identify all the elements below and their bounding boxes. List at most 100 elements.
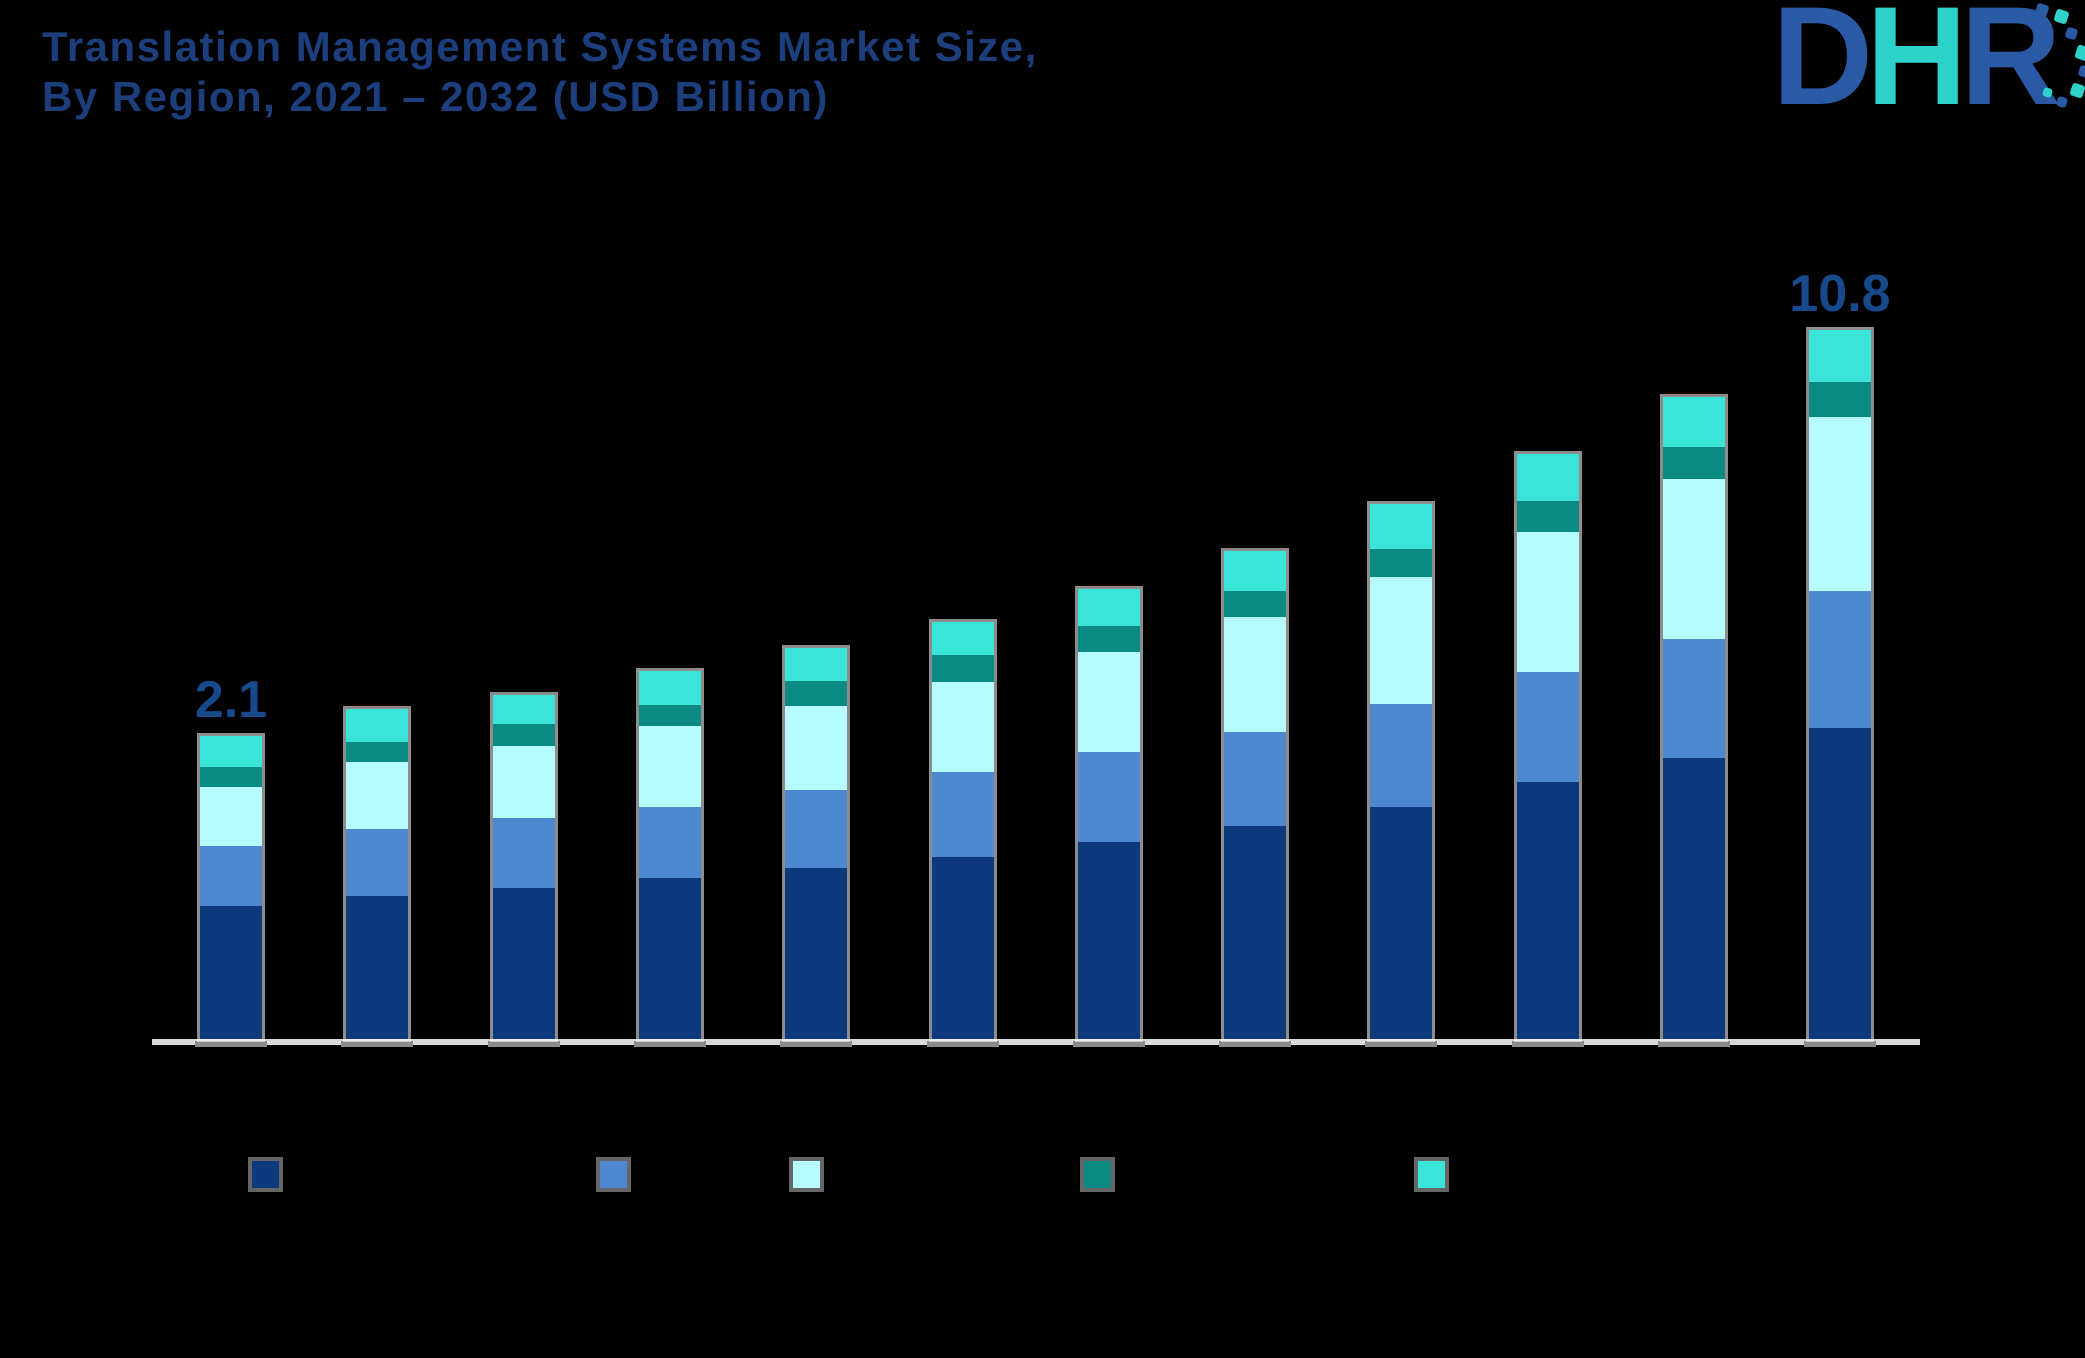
segment-region-3-pale-cyan bbox=[932, 682, 994, 772]
segment-region-2-blue bbox=[1224, 732, 1286, 826]
segment-region-2-blue bbox=[1078, 752, 1140, 842]
segment-region-5-turquoise bbox=[1809, 330, 1871, 382]
segment-region-2-blue bbox=[639, 807, 701, 878]
stacked-bar-2031 bbox=[1663, 397, 1725, 1039]
segment-region-1-navy bbox=[493, 888, 555, 1039]
stacked-bar-2029 bbox=[1370, 504, 1432, 1039]
segment-region-5-turquoise bbox=[1370, 504, 1432, 549]
segment-region-1-navy bbox=[639, 878, 701, 1039]
segment-region-3-pale-cyan bbox=[1224, 617, 1286, 732]
segment-region-3-pale-cyan bbox=[493, 746, 555, 818]
bar-shadow-underline bbox=[1512, 1041, 1584, 1047]
segment-region-2-blue bbox=[200, 846, 262, 906]
stacked-bar-2028 bbox=[1224, 551, 1286, 1039]
segment-region-5-turquoise bbox=[346, 709, 408, 742]
chart-title-line2: By Region, 2021 – 2032 (USD Billion) bbox=[42, 73, 829, 120]
legend-swatch-region-1-navy bbox=[252, 1161, 279, 1188]
segment-region-4-teal bbox=[932, 655, 994, 682]
segment-region-3-pale-cyan bbox=[200, 787, 262, 846]
segment-region-4-teal bbox=[1370, 549, 1432, 577]
bar-shadow-underline bbox=[1073, 1041, 1145, 1047]
stacked-bar-2030 bbox=[1517, 454, 1579, 1039]
segment-region-3-pale-cyan bbox=[785, 706, 847, 790]
segment-region-4-teal bbox=[1663, 447, 1725, 479]
stacked-bar-2023 bbox=[493, 695, 555, 1039]
bar-shadow-underline bbox=[341, 1041, 413, 1047]
segment-region-1-navy bbox=[200, 906, 262, 1039]
segment-region-4-teal bbox=[1224, 591, 1286, 617]
stacked-bar-2027 bbox=[1078, 589, 1140, 1039]
segment-region-5-turquoise bbox=[639, 671, 701, 705]
bar-shadow-underline bbox=[1365, 1041, 1437, 1047]
segment-region-3-pale-cyan bbox=[1809, 417, 1871, 591]
bar-shadow-underline bbox=[927, 1041, 999, 1047]
segment-region-3-pale-cyan bbox=[1517, 532, 1579, 672]
legend-swatch-region-3-pale-cyan bbox=[793, 1161, 820, 1188]
stacked-bar-2032 bbox=[1809, 330, 1871, 1039]
legend-swatch-region-2-blue bbox=[600, 1161, 627, 1188]
segment-region-5-turquoise bbox=[200, 736, 262, 767]
segment-region-1-navy bbox=[1224, 826, 1286, 1039]
segment-region-1-navy bbox=[785, 868, 847, 1039]
segment-region-3-pale-cyan bbox=[346, 762, 408, 829]
segment-region-5-turquoise bbox=[1078, 589, 1140, 626]
stacked-bar-2026 bbox=[932, 622, 994, 1039]
segment-region-4-teal bbox=[200, 767, 262, 787]
segment-region-5-turquoise bbox=[1517, 454, 1579, 501]
stacked-bar-2021 bbox=[200, 736, 262, 1039]
logo-letter-1: H bbox=[1866, 0, 1967, 134]
segment-region-4-teal bbox=[639, 705, 701, 726]
segment-region-2-blue bbox=[493, 818, 555, 888]
segment-region-1-navy bbox=[1663, 758, 1725, 1039]
value-label-2032: 10.8 bbox=[1789, 265, 1891, 323]
logo-letter-0: D bbox=[1772, 0, 1873, 134]
segment-region-2-blue bbox=[932, 772, 994, 857]
segment-region-1-navy bbox=[1370, 807, 1432, 1039]
chart-title: Translation Management Systems Market Si… bbox=[42, 22, 1038, 122]
bar-shadow-underline bbox=[1804, 1041, 1876, 1047]
segment-region-2-blue bbox=[785, 790, 847, 868]
segment-region-3-pale-cyan bbox=[639, 726, 701, 807]
stacked-bar-2022 bbox=[346, 709, 408, 1039]
stacked-bar-2025 bbox=[785, 648, 847, 1039]
segment-region-3-pale-cyan bbox=[1078, 652, 1140, 752]
bar-shadow-underline bbox=[488, 1041, 560, 1047]
bar-shadow-underline bbox=[1658, 1041, 1730, 1047]
segment-region-1-navy bbox=[932, 857, 994, 1039]
segment-region-4-teal bbox=[1078, 626, 1140, 652]
segment-region-2-blue bbox=[346, 829, 408, 896]
segment-region-3-pale-cyan bbox=[1370, 577, 1432, 704]
legend-swatch-region-4-teal bbox=[1084, 1161, 1111, 1188]
segment-region-4-teal bbox=[493, 724, 555, 746]
legend-swatch-region-5-turquoise bbox=[1418, 1161, 1445, 1188]
segment-region-2-blue bbox=[1663, 639, 1725, 758]
segment-region-2-blue bbox=[1370, 704, 1432, 807]
segment-region-1-navy bbox=[1078, 842, 1140, 1039]
segment-region-2-blue bbox=[1517, 672, 1579, 782]
segment-region-4-teal bbox=[1809, 382, 1871, 417]
dhr-logo: DHR bbox=[1772, 0, 2061, 126]
value-label-2021: 2.1 bbox=[194, 671, 268, 729]
bar-shadow-underline bbox=[1219, 1041, 1291, 1047]
segment-region-1-navy bbox=[346, 896, 408, 1039]
segment-region-5-turquoise bbox=[785, 648, 847, 681]
bar-shadow-underline bbox=[195, 1041, 267, 1047]
segment-region-1-navy bbox=[1809, 728, 1871, 1039]
segment-region-5-turquoise bbox=[932, 622, 994, 655]
segment-region-4-teal bbox=[1517, 501, 1579, 532]
segment-region-3-pale-cyan bbox=[1663, 479, 1725, 639]
bar-shadow-underline bbox=[634, 1041, 706, 1047]
chart-title-line1: Translation Management Systems Market Si… bbox=[42, 23, 1038, 70]
bar-shadow-underline bbox=[780, 1041, 852, 1047]
segment-region-5-turquoise bbox=[1224, 551, 1286, 591]
segment-region-2-blue bbox=[1809, 591, 1871, 728]
segment-region-4-teal bbox=[785, 681, 847, 706]
segment-region-5-turquoise bbox=[493, 695, 555, 724]
segment-region-4-teal bbox=[346, 742, 408, 762]
logo-letter-2: R bbox=[1960, 0, 2061, 134]
stacked-bar-2024 bbox=[639, 671, 701, 1039]
segment-region-5-turquoise bbox=[1663, 397, 1725, 447]
x-axis-line bbox=[152, 1039, 1920, 1045]
